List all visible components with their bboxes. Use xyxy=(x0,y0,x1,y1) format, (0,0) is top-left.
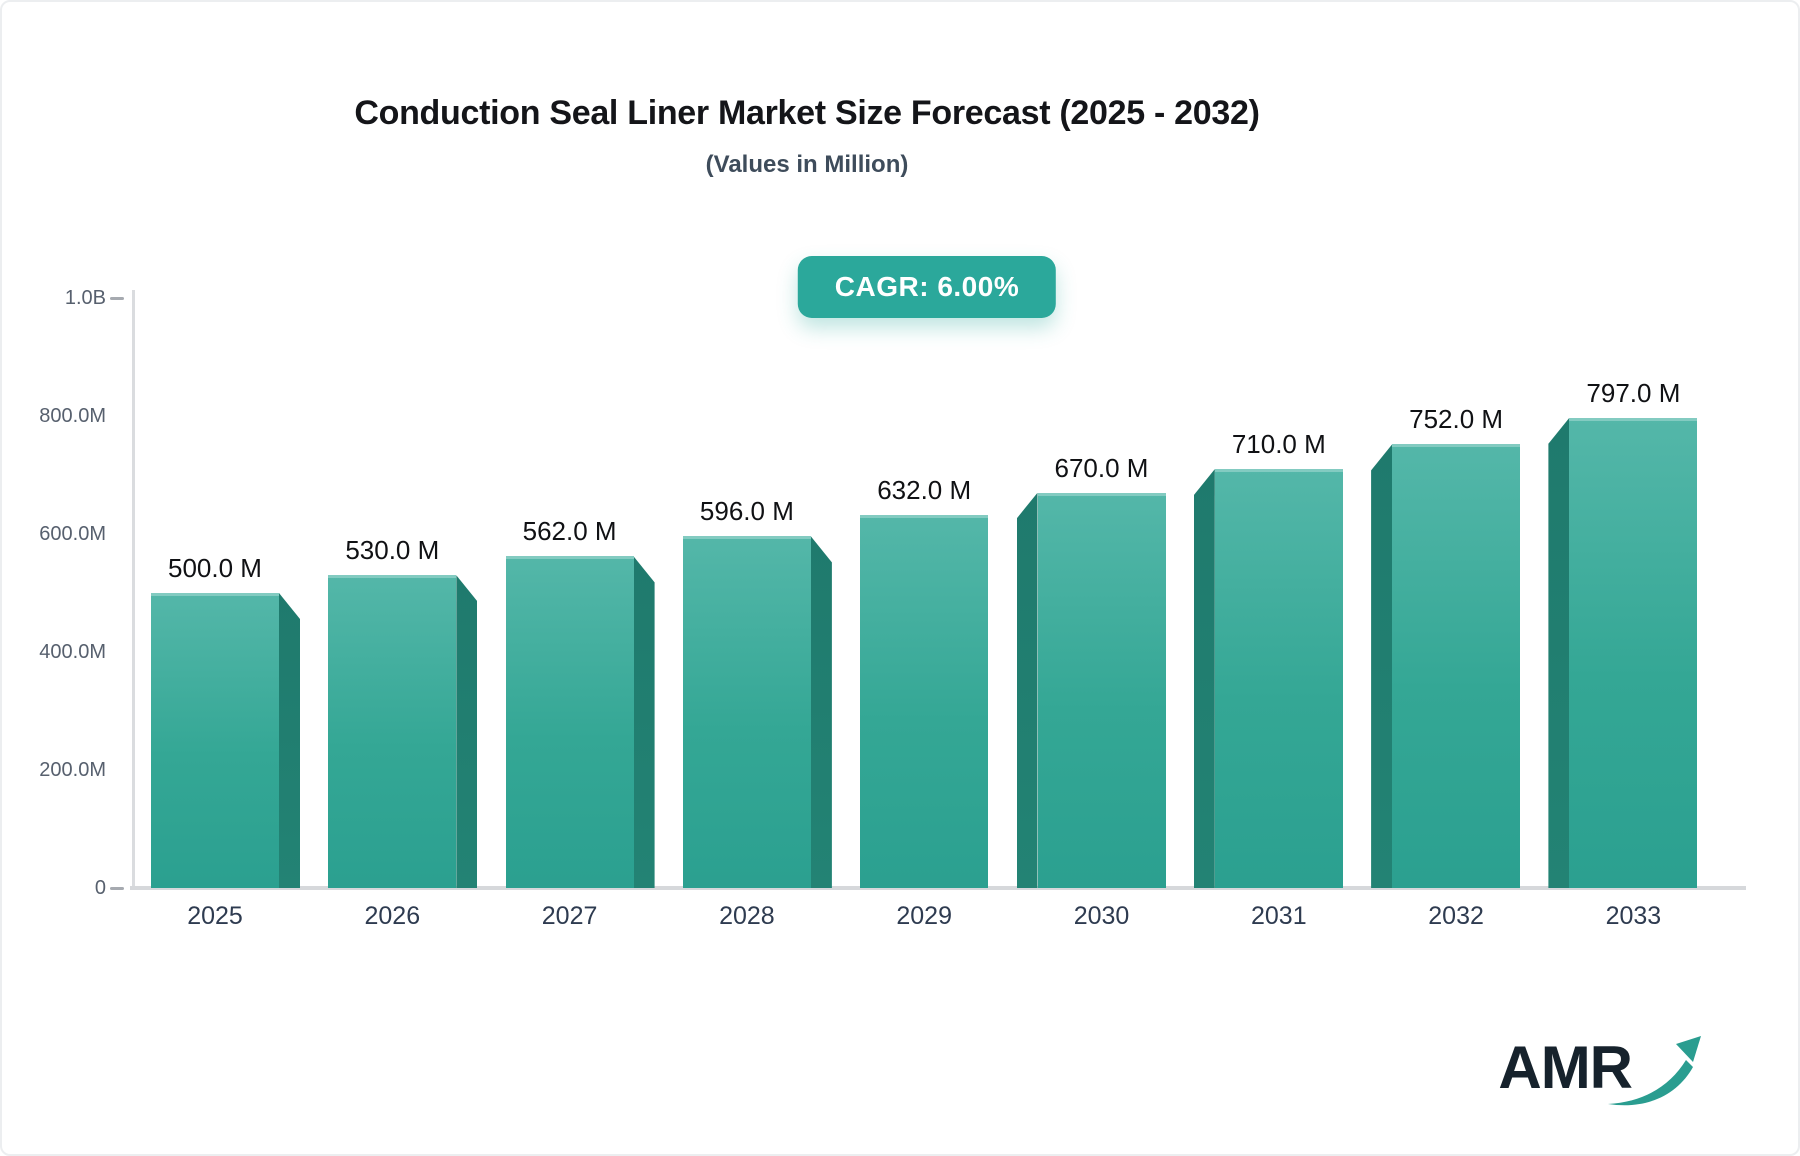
bar-2029 xyxy=(860,515,989,888)
x-axis-label: 2030 xyxy=(1073,902,1130,930)
chart-header: Conduction Seal Liner Market Size Foreca… xyxy=(2,94,1612,179)
bar-2030 xyxy=(1037,492,1166,888)
bar-3d-side-2030 xyxy=(1016,492,1038,888)
y-axis-tick-label: 400.0M xyxy=(39,641,106,663)
y-axis-tick-mark xyxy=(110,297,124,300)
x-axis-label: 2031 xyxy=(1250,902,1307,930)
x-axis-label: 2032 xyxy=(1428,902,1484,930)
bar-3d-side-2032 xyxy=(1371,444,1393,888)
bar-2031 xyxy=(1214,469,1343,888)
x-axis-baseline xyxy=(130,886,1746,890)
bar-3d-side-2028 xyxy=(810,536,832,888)
bar-2027 xyxy=(505,556,634,888)
bar-2028 xyxy=(682,536,811,888)
bar-value-label: 500.0 M xyxy=(168,553,262,583)
y-axis-tick-mark xyxy=(110,887,124,890)
bar-3d-side-2033 xyxy=(1548,417,1570,888)
bar-3d-side-2026 xyxy=(456,575,478,888)
y-axis-tick-label: 800.0M xyxy=(39,405,106,427)
x-axis-label: 2027 xyxy=(541,902,598,930)
x-axis-label: 2033 xyxy=(1605,902,1662,930)
bar-3d-side-2027 xyxy=(633,556,655,888)
bar-3d-side-2031 xyxy=(1193,469,1215,888)
brand-logo-text: AMR xyxy=(1498,1034,1633,1101)
y-axis-tick-label: 0 xyxy=(94,877,106,899)
x-axis-label: 2026 xyxy=(364,902,421,930)
cagr-badge: CAGR: 6.00% xyxy=(797,256,1057,318)
bar-2025 xyxy=(151,593,279,888)
bar-value-label: 752.0 M xyxy=(1409,404,1504,435)
bar-value-label: 710.0 M xyxy=(1231,429,1326,460)
bar-value-label: 530.0 M xyxy=(345,535,440,566)
bar-2033 xyxy=(1569,417,1698,888)
x-axis-label: 2025 xyxy=(187,902,243,930)
bar-2026 xyxy=(328,575,457,888)
y-axis-tick-label: 200.0M xyxy=(39,759,106,781)
bar-value-label: 670.0 M xyxy=(1054,452,1149,483)
chart-subtitle: (Values in Million) xyxy=(705,151,909,178)
y-axis-line xyxy=(132,290,135,890)
bar-value-label: 596.0 M xyxy=(699,496,794,527)
x-axis-label: 2029 xyxy=(896,902,952,930)
bar-value-label: 632.0 M xyxy=(877,475,972,506)
bar-2032 xyxy=(1392,444,1521,888)
y-axis-tick-label: 1.0B xyxy=(64,287,106,309)
bar-3d-side-2025 xyxy=(279,593,300,888)
x-axis-label: 2028 xyxy=(719,902,775,930)
y-axis-tick-label: 600.0M xyxy=(39,523,106,545)
bar-value-label: 562.0 M xyxy=(522,516,617,547)
chart-title: Conduction Seal Liner Market Size Foreca… xyxy=(354,94,1260,132)
bar-value-label: 797.0 M xyxy=(1586,377,1681,408)
brand-logo: AMR xyxy=(1498,1024,1702,1112)
trend-arrow-icon xyxy=(1608,1036,1701,1106)
